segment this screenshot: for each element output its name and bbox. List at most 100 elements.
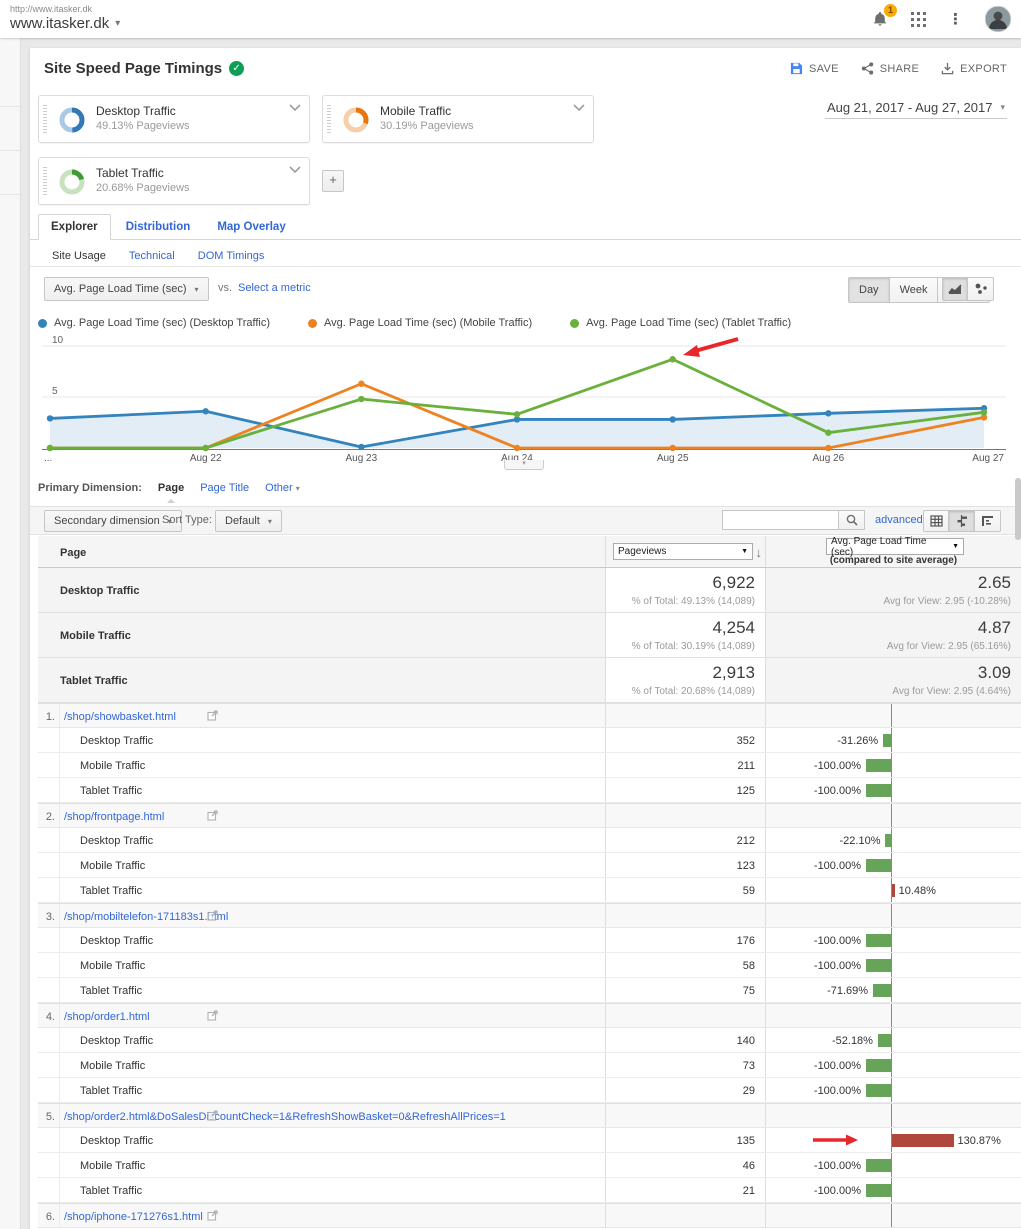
drag-handle[interactable] bbox=[327, 105, 331, 135]
user-avatar[interactable] bbox=[985, 6, 1011, 32]
page-link[interactable]: /shop/iphone-171276s1.html bbox=[64, 1211, 203, 1223]
report-tabs: Explorer Distribution Map Overlay bbox=[30, 214, 1021, 240]
open-page-button[interactable] bbox=[207, 1110, 218, 1124]
comparison-view-button[interactable] bbox=[949, 510, 975, 532]
data-point[interactable] bbox=[825, 444, 832, 452]
data-point[interactable] bbox=[358, 380, 365, 387]
search-input[interactable] bbox=[722, 510, 838, 530]
export-label: EXPORT bbox=[960, 62, 1007, 75]
page-link[interactable]: /shop/order2.html&DoSalesDiscountCheck=1… bbox=[64, 1111, 506, 1123]
data-point[interactable] bbox=[825, 410, 832, 417]
add-segment-button[interactable]: + bbox=[322, 170, 344, 192]
save-button[interactable]: SAVE bbox=[790, 62, 839, 75]
sort-descending-icon[interactable]: ↓ bbox=[755, 545, 763, 560]
table-header-row: Page Pageviews ▼ ↓ Avg. Page Load Time (… bbox=[38, 536, 1021, 568]
pivot-view-button[interactable] bbox=[975, 510, 1001, 532]
tab-distribution[interactable]: Distribution bbox=[125, 221, 191, 233]
data-point[interactable] bbox=[202, 408, 209, 415]
select-metric-link[interactable]: Select a metric bbox=[238, 282, 311, 294]
apps-grid-icon[interactable] bbox=[911, 11, 926, 27]
page-link[interactable]: /shop/frontpage.html bbox=[64, 811, 165, 823]
data-point[interactable] bbox=[358, 443, 365, 451]
y-axis-tick: 10 bbox=[52, 335, 64, 346]
drag-handle[interactable] bbox=[43, 167, 47, 197]
tab-explorer[interactable]: Explorer bbox=[38, 214, 111, 240]
data-point[interactable] bbox=[669, 444, 676, 452]
subtab-site-usage[interactable]: Site Usage bbox=[52, 250, 106, 262]
collapsed-sidebar[interactable] bbox=[0, 38, 21, 1229]
data-point[interactable] bbox=[513, 411, 521, 418]
data-point[interactable] bbox=[513, 444, 521, 452]
export-button[interactable]: EXPORT bbox=[941, 62, 1007, 75]
segment-card-tablet[interactable]: Tablet Traffic 20.68% Pageviews bbox=[38, 157, 310, 205]
row-index: 1. bbox=[38, 704, 60, 727]
motion-chart-view-button[interactable] bbox=[968, 277, 994, 301]
date-range-picker[interactable]: Aug 21, 2017 - Aug 27, 2017 ▾ bbox=[824, 100, 1007, 119]
data-table-view-button[interactable] bbox=[923, 510, 949, 532]
open-page-button[interactable] bbox=[207, 810, 218, 824]
pageviews-value: 140 bbox=[605, 1028, 765, 1052]
scrollbar-thumb[interactable] bbox=[1015, 478, 1021, 540]
x-axis-tick: Aug 26 bbox=[812, 453, 844, 464]
pageviews-value: 212 bbox=[605, 828, 765, 852]
data-point[interactable] bbox=[46, 444, 54, 452]
dimension-other[interactable]: Other ▾ bbox=[265, 482, 300, 494]
open-page-button[interactable] bbox=[207, 710, 218, 724]
tab-map-overlay[interactable]: Map Overlay bbox=[217, 221, 286, 233]
open-page-button[interactable] bbox=[207, 910, 218, 924]
data-point[interactable] bbox=[46, 415, 54, 422]
data-point[interactable] bbox=[980, 414, 988, 421]
notifications-button[interactable]: 1 bbox=[871, 4, 897, 28]
advanced-search-link[interactable]: advanced bbox=[875, 514, 923, 526]
search-button[interactable] bbox=[838, 510, 865, 530]
chevron-down-icon[interactable] bbox=[289, 166, 301, 173]
row-index bbox=[38, 978, 60, 1002]
dimension-page-title[interactable]: Page Title bbox=[200, 482, 250, 494]
line-chart-view-button[interactable] bbox=[942, 277, 968, 301]
data-point[interactable] bbox=[358, 395, 365, 403]
segment-card-mobile[interactable]: Mobile Traffic 30.19% Pageviews bbox=[322, 95, 594, 143]
chart-expander-handle[interactable]: ▾ bbox=[504, 460, 544, 470]
sort-type-dropdown[interactable]: Default ▾ bbox=[215, 510, 282, 532]
data-point[interactable] bbox=[825, 429, 832, 436]
granularity-week[interactable]: Week bbox=[889, 277, 939, 303]
metric-select-label: Avg. Page Load Time (sec) bbox=[54, 283, 187, 295]
pageviews-value: 73 bbox=[605, 1053, 765, 1077]
metric-column-dropdown[interactable]: Avg. Page Load Time (sec) ▼ bbox=[826, 536, 964, 558]
secondary-dimension-dropdown[interactable]: Secondary dimension ▾ bbox=[44, 510, 182, 532]
pageviews-cell bbox=[605, 1004, 765, 1027]
segment-name: Mobile Traffic bbox=[380, 104, 452, 118]
comparison-bar bbox=[873, 984, 891, 997]
timeline-chart[interactable]: 5 10... Aug 22 Aug 23 Aug 24 Aug 25 Aug 26 Aug … bbox=[38, 332, 1010, 468]
data-point[interactable] bbox=[669, 356, 676, 363]
row-index bbox=[38, 1053, 60, 1077]
legend-item-desktop: Avg. Page Load Time (sec) (Desktop Traff… bbox=[38, 317, 270, 329]
data-point[interactable] bbox=[202, 444, 209, 452]
page-link[interactable]: /shop/showbasket.html bbox=[64, 711, 176, 723]
pageviews-column-dropdown[interactable]: Pageviews ▼ bbox=[613, 543, 753, 560]
account-selector[interactable]: www.itasker.dk ▾ bbox=[10, 15, 120, 32]
chevron-down-icon[interactable] bbox=[573, 104, 585, 111]
column-header-page[interactable]: Page bbox=[60, 547, 87, 559]
data-point[interactable] bbox=[980, 409, 988, 416]
x-axis-tick: Aug 27 bbox=[972, 453, 1004, 464]
dimension-page[interactable]: Page bbox=[157, 482, 185, 503]
external-link-icon bbox=[207, 1210, 218, 1221]
sort-type-label: Sort Type: bbox=[162, 514, 212, 526]
open-page-button[interactable] bbox=[207, 1210, 218, 1224]
pageviews-cell bbox=[605, 904, 765, 927]
open-page-button[interactable] bbox=[207, 1010, 218, 1024]
page-link[interactable]: /shop/mobiltelefon-171183s1.html bbox=[64, 911, 229, 923]
subtab-technical[interactable]: Technical bbox=[128, 250, 175, 262]
metric-select-dropdown[interactable]: Avg. Page Load Time (sec) ▾ bbox=[44, 277, 209, 301]
chevron-down-icon[interactable] bbox=[289, 104, 301, 111]
data-point[interactable] bbox=[669, 416, 676, 423]
page-link[interactable]: /shop/order1.html bbox=[64, 1011, 150, 1023]
granularity-day[interactable]: Day bbox=[848, 277, 890, 303]
subtab-dom-timings[interactable]: DOM Timings bbox=[197, 250, 265, 262]
share-button[interactable]: SHARE bbox=[861, 62, 919, 75]
more-options-icon[interactable]: ⋮ bbox=[948, 11, 963, 28]
data-point[interactable] bbox=[513, 416, 521, 423]
segment-card-desktop[interactable]: Desktop Traffic 49.13% Pageviews bbox=[38, 95, 310, 143]
drag-handle[interactable] bbox=[43, 105, 47, 135]
